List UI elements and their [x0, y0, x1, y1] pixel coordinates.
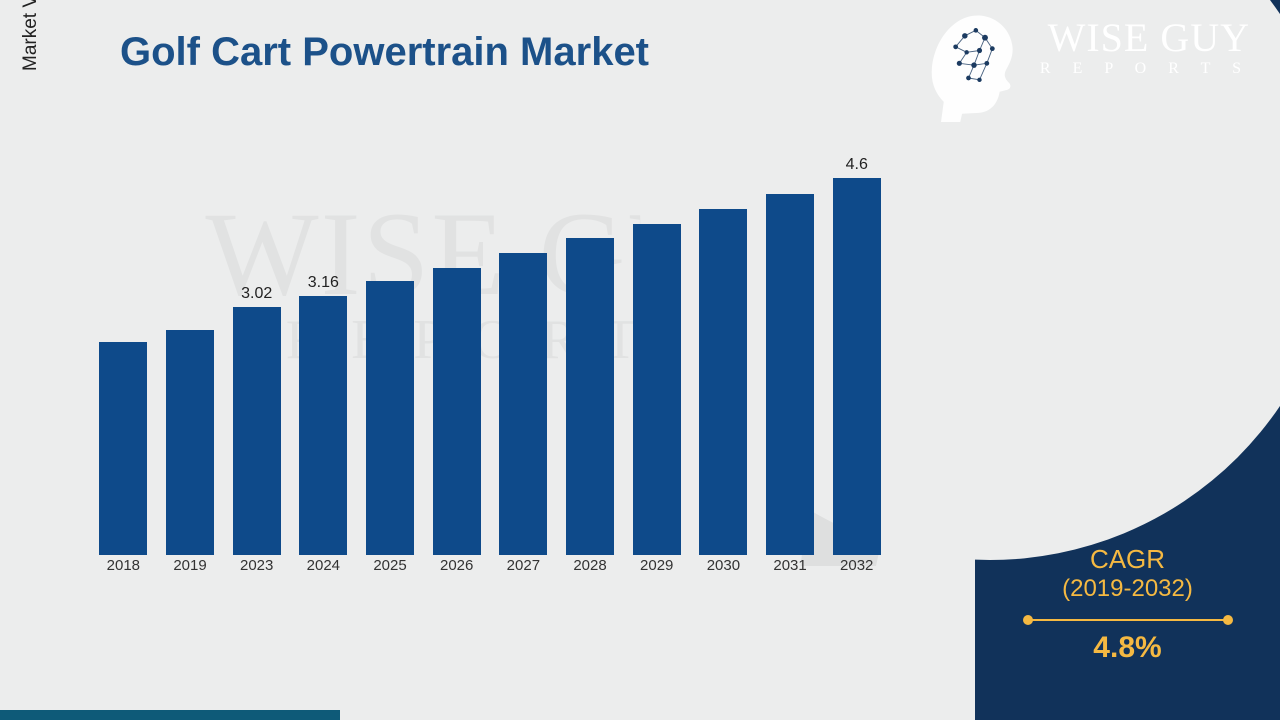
bar-rect	[499, 253, 547, 555]
bar-2026	[423, 145, 490, 555]
bar-2027	[490, 145, 557, 555]
logo-head-icon	[928, 12, 1020, 122]
x-tick-2018: 2018	[90, 557, 157, 585]
bar-rect	[233, 307, 281, 555]
bar-2019	[157, 145, 224, 555]
bar-rect	[766, 194, 814, 555]
bar-value-label: 4.6	[846, 156, 868, 174]
x-tick-2019: 2019	[157, 557, 224, 585]
plot-area: 3.02 3.16 4.6 2018201920232024202520262027…	[90, 145, 890, 585]
bottom-accent-bar	[0, 710, 340, 720]
bar-2030	[690, 145, 757, 555]
bar-rect	[633, 224, 681, 555]
bar-value-label: 3.16	[308, 274, 339, 292]
bars-container: 3.02 3.16 4.6	[90, 145, 890, 555]
cagr-label: CAGR	[975, 544, 1280, 575]
brand-logo: WISE GUY R E P O R T S	[1040, 18, 1250, 78]
brand-name: WISE GUY	[1040, 18, 1250, 58]
brand-subtitle: R E P O R T S	[1040, 60, 1250, 78]
cagr-range: (2019-2032)	[975, 575, 1280, 603]
bar-2032: 4.6	[823, 145, 890, 555]
x-tick-2024: 2024	[290, 557, 357, 585]
x-tick-2023: 2023	[223, 557, 290, 585]
bar-2024: 3.16	[290, 145, 357, 555]
bar-2018	[90, 145, 157, 555]
x-tick-2029: 2029	[623, 557, 690, 585]
cagr-value: 4.8%	[975, 631, 1280, 665]
bar-2029	[623, 145, 690, 555]
x-tick-2030: 2030	[690, 557, 757, 585]
x-tick-2027: 2027	[490, 557, 557, 585]
bar-2031	[757, 145, 824, 555]
x-tick-2025: 2025	[357, 557, 424, 585]
chart-title: Golf Cart Powertrain Market	[120, 30, 649, 75]
bar-rect	[699, 209, 747, 555]
bar-2025	[357, 145, 424, 555]
bar-rect	[299, 296, 347, 555]
infographic-canvas: WISE GUY REPORTS Golf Cart Powertrain Ma…	[0, 0, 1280, 720]
y-axis-label: Market Value in USD Billion	[20, 0, 42, 160]
x-tick-2028: 2028	[557, 557, 624, 585]
bar-rect	[366, 281, 414, 555]
bar-2023: 3.02	[223, 145, 290, 555]
bar-chart: Market Value in USD Billion 3.023.164.6 …	[60, 145, 890, 585]
bar-value-label: 3.02	[241, 285, 272, 303]
cagr-divider	[1028, 619, 1228, 621]
bar-rect	[166, 330, 214, 556]
x-tick-2031: 2031	[757, 557, 824, 585]
cagr-block: CAGR (2019-2032) 4.8%	[975, 544, 1280, 665]
bar-rect	[833, 178, 881, 555]
x-tick-2032: 2032	[823, 557, 890, 585]
bar-rect	[433, 268, 481, 555]
bar-rect	[566, 238, 614, 555]
x-axis-labels: 2018201920232024202520262027202820292030…	[90, 557, 890, 585]
bar-rect	[99, 342, 147, 555]
bar-2028	[557, 145, 624, 555]
x-tick-2026: 2026	[423, 557, 490, 585]
